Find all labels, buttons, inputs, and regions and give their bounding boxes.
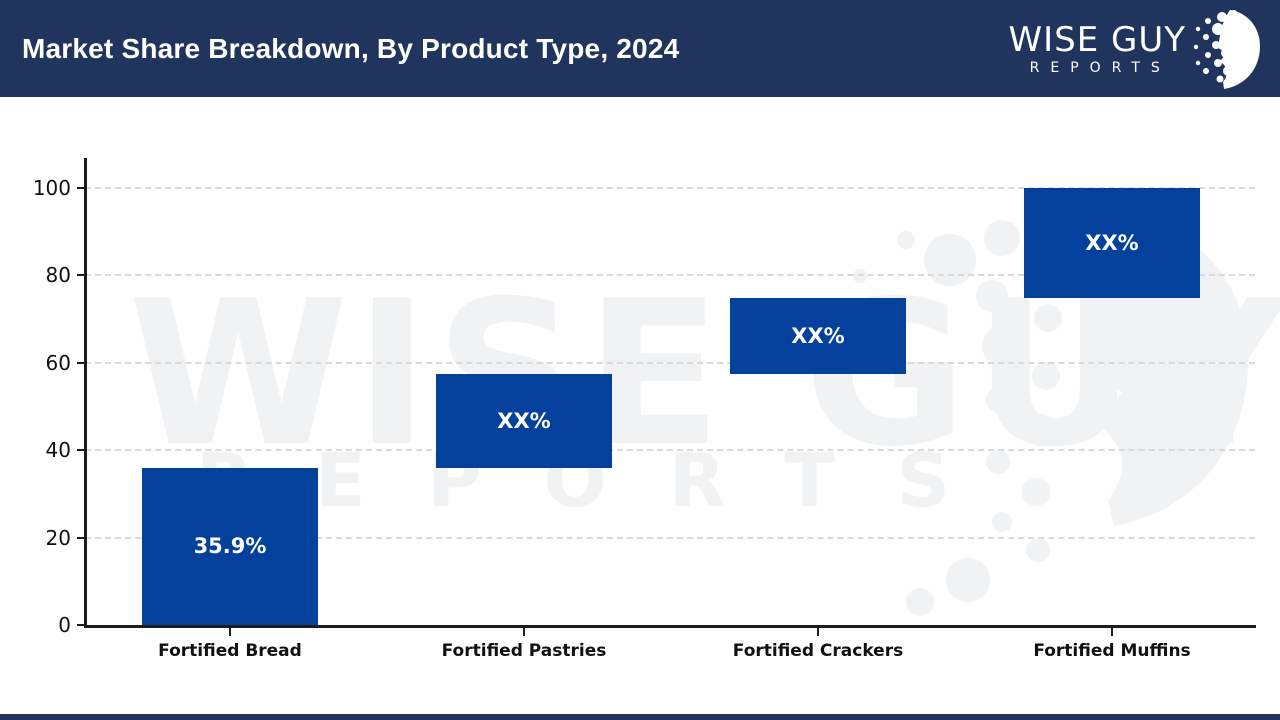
x-axis-label: Fortified Bread xyxy=(158,641,302,661)
bar-value-label: XX% xyxy=(791,324,845,349)
gridline xyxy=(85,536,1255,539)
wiseguy-face-icon xyxy=(1193,9,1260,89)
y-tick-mark xyxy=(77,274,85,276)
y-tick-label: 20 xyxy=(45,525,71,550)
bar-value-label: XX% xyxy=(497,408,551,433)
bar-value-label: XX% xyxy=(1085,230,1139,255)
x-tick-mark xyxy=(229,628,231,636)
x-axis-label: Fortified Pastries xyxy=(441,641,607,661)
header: Market Share Breakdown, By Product Type,… xyxy=(0,0,1280,97)
bar-fortified-pastries: XX% xyxy=(436,373,612,468)
bar-fortified-muffins: XX% xyxy=(1024,187,1200,299)
gridline xyxy=(85,449,1255,451)
y-tick-label: 40 xyxy=(45,438,71,462)
y-tick-label: 0 xyxy=(58,613,71,637)
gridline xyxy=(85,274,1255,276)
gridline xyxy=(85,361,1255,364)
y-tick-label: 100 xyxy=(32,175,71,200)
bar-fortified-bread: 35.9% xyxy=(142,467,318,625)
gridline xyxy=(85,186,1255,189)
x-axis-line xyxy=(84,625,1256,628)
y-tick-mark xyxy=(77,536,85,539)
y-tick-label: 60 xyxy=(45,350,71,375)
x-tick-mark xyxy=(1111,628,1113,636)
y-tick-mark xyxy=(77,186,85,189)
y-axis-line xyxy=(84,158,87,628)
x-axis-label: Fortified Muffins xyxy=(1033,641,1191,661)
wiseguy-logo: WISE GUY REPORTS xyxy=(1008,7,1264,91)
page-title: Market Share Breakdown, By Product Type,… xyxy=(22,32,680,64)
logo-subtitle: REPORTS xyxy=(1029,59,1171,76)
bar-fortified-crackers: XX% xyxy=(730,298,906,374)
x-axis-label: Fortified Crackers xyxy=(732,641,904,661)
x-tick-mark xyxy=(817,628,819,636)
bar-value-label: 35.9% xyxy=(193,534,267,559)
x-tick-mark xyxy=(523,628,525,636)
y-tick-mark xyxy=(77,449,85,451)
y-tick-label: 80 xyxy=(45,263,71,287)
logo-wordmark: WISE GUY xyxy=(1008,19,1186,60)
y-tick-mark xyxy=(77,361,85,364)
y-tick-mark xyxy=(77,624,85,626)
footer-bar xyxy=(0,714,1280,720)
